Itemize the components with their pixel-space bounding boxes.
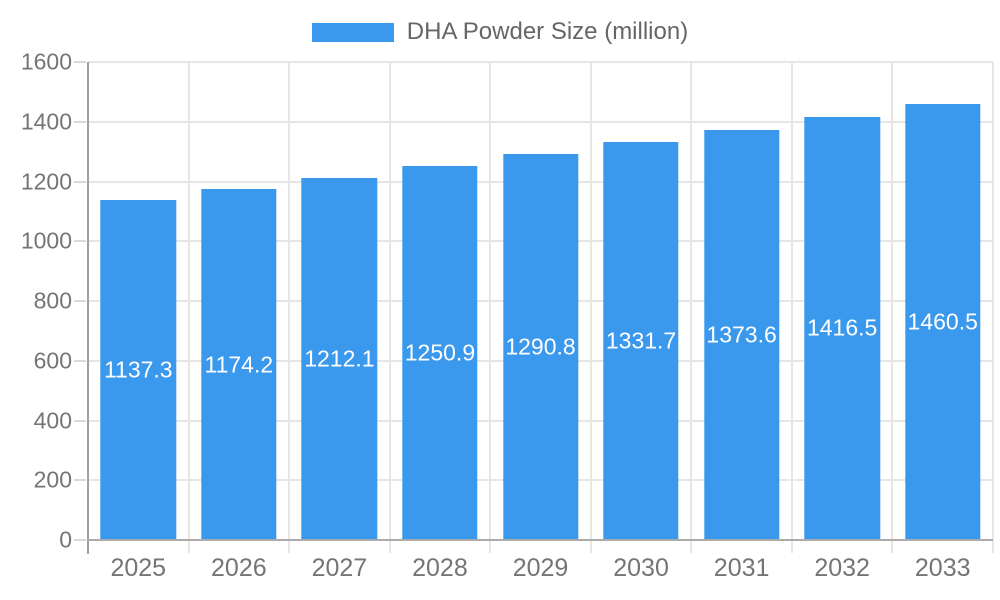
gridline-vertical (790, 62, 793, 553)
bar-2026: 1174.2 (201, 189, 277, 540)
legend-label: DHA Powder Size (million) (406, 18, 689, 45)
bar-value-label: 1331.7 (605, 327, 677, 354)
x-axis-label: 2026 (211, 554, 267, 582)
y-axis-tick (74, 539, 86, 541)
y-axis-tick (74, 120, 86, 123)
y-axis-label: 200 (33, 466, 72, 493)
x-axis-baseline (88, 539, 993, 541)
x-axis-labels: 2025 2026 2027 2028 2029 2030 2031 2032 2033 (88, 554, 993, 586)
legend-swatch (311, 22, 394, 42)
plot-area: 1137.3 1174.2 1212.1 1250.9 1290.8 1331.7 1373… (87, 61, 994, 554)
bar-2028: 1250.9 (402, 166, 478, 540)
gridline-horizontal (88, 61, 993, 63)
gridline-vertical (891, 62, 894, 553)
bar-2033: 1460.5 (905, 103, 981, 540)
x-axis-label: 2031 (713, 554, 770, 582)
y-axis-tick (74, 359, 86, 362)
x-axis-label: 2030 (613, 554, 669, 582)
bar-value-label: 1416.5 (806, 314, 878, 341)
bar-2032: 1416.5 (804, 116, 880, 540)
y-axis-tick (74, 300, 86, 302)
y-axis-tick (74, 61, 86, 63)
gridline-vertical (992, 62, 994, 553)
gridline-vertical (288, 62, 291, 553)
y-axis-label: 1600 (20, 48, 72, 75)
x-axis-label: 2028 (412, 554, 468, 582)
y-axis-labels: 0 200 400 600 800 1000 1200 1400 1600 (0, 50, 86, 551)
x-axis-label: 2033 (914, 554, 971, 582)
bar-2025: 1137.3 (100, 200, 176, 540)
y-axis-label: 1200 (20, 168, 72, 194)
y-axis-tick (74, 180, 86, 183)
y-axis-label: 1000 (20, 227, 72, 254)
bar-value-label: 1212.1 (304, 345, 375, 372)
bar-value-label: 1373.6 (706, 321, 777, 348)
gridline-vertical (388, 62, 391, 553)
bar-value-label: 1137.3 (103, 356, 173, 383)
x-axis-label: 2029 (512, 554, 569, 582)
y-axis-label: 0 (59, 526, 72, 553)
y-axis-line (87, 62, 89, 554)
legend: DHA Powder Size (million) (0, 14, 1000, 50)
x-axis-label: 2027 (311, 554, 368, 582)
y-axis-label: 1400 (20, 108, 72, 135)
gridline-vertical (187, 62, 190, 553)
y-axis-label: 600 (33, 347, 72, 374)
gridline-vertical (589, 62, 592, 553)
y-axis-tick (74, 419, 86, 422)
gridline-vertical (690, 62, 693, 553)
y-axis-tick (74, 240, 86, 243)
bar-value-label: 1290.8 (505, 333, 576, 360)
gridline-horizontal (88, 120, 993, 123)
bar-value-label: 1250.9 (404, 339, 476, 366)
y-axis-label: 400 (33, 407, 72, 433)
bar-2029: 1290.8 (502, 154, 579, 540)
bar-value-label: 1174.2 (204, 351, 274, 378)
y-axis-label: 800 (33, 287, 72, 314)
gridline-vertical (489, 62, 492, 553)
y-axis-tick (74, 479, 86, 482)
bar-2027: 1212.1 (301, 177, 378, 540)
x-axis-label: 2025 (110, 554, 167, 582)
x-axis-label: 2032 (814, 554, 870, 582)
bar-2031: 1373.6 (703, 129, 780, 540)
bar-value-label: 1460.5 (907, 308, 978, 335)
bar-2030: 1331.7 (603, 142, 679, 540)
